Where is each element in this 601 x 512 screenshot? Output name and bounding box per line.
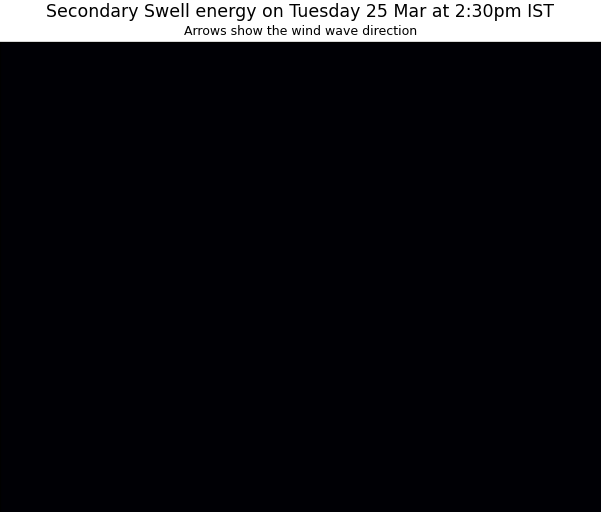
Text: Secondary Swell energy on Tuesday 25 Mar at 2:30pm IST: Secondary Swell energy on Tuesday 25 Mar… <box>46 3 555 21</box>
Text: Arrows show the wind wave direction: Arrows show the wind wave direction <box>184 25 417 38</box>
